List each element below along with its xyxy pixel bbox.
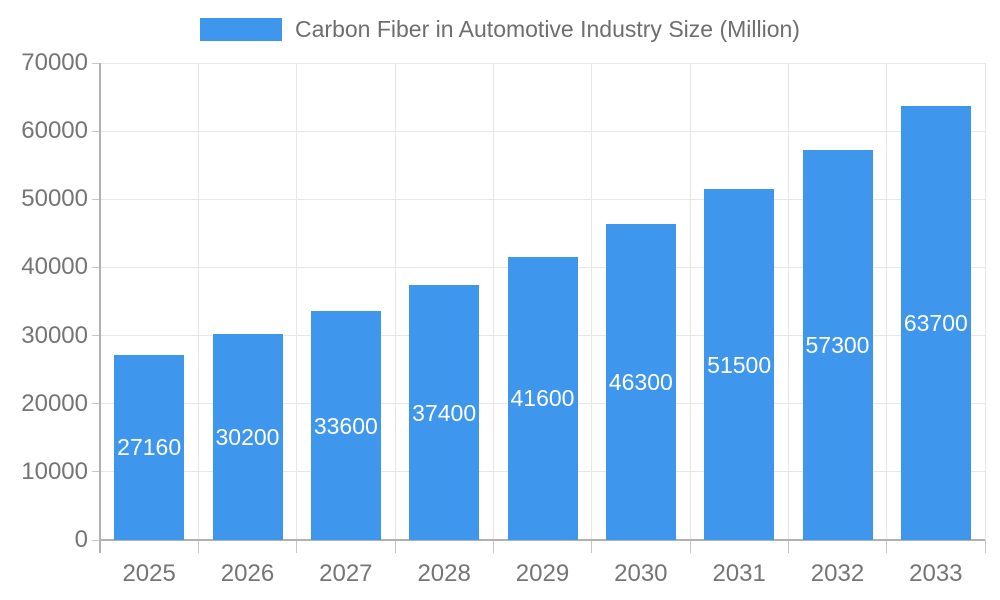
bar-value-label: 51500 — [707, 351, 772, 378]
y-tick — [92, 335, 100, 337]
bar-2030[interactable] — [605, 224, 676, 540]
y-axis-label: 50000 — [21, 185, 88, 213]
y-axis-label: 40000 — [21, 253, 88, 281]
bar-2032[interactable] — [802, 149, 873, 540]
x-tick — [394, 540, 396, 553]
x-tick — [296, 540, 298, 553]
x-tick — [984, 540, 986, 553]
x-tick — [886, 540, 888, 553]
y-axis-line — [99, 63, 101, 553]
bar-value-label: 37400 — [412, 399, 477, 426]
v-gridline — [394, 63, 396, 540]
bar-value-label: 46300 — [608, 369, 673, 396]
y-tick — [92, 130, 100, 132]
v-gridline — [984, 63, 986, 540]
x-axis-label: 2028 — [417, 560, 471, 587]
x-tick — [492, 540, 494, 553]
v-gridline — [886, 63, 888, 540]
y-axis-label: 20000 — [21, 389, 88, 417]
h-gridline — [100, 198, 985, 200]
x-axis-label: 2030 — [614, 560, 668, 587]
v-gridline — [492, 63, 494, 540]
h-gridline — [100, 130, 985, 132]
x-axis-line — [100, 539, 985, 541]
x-axis-label: 2026 — [220, 560, 275, 587]
bar-2028[interactable] — [409, 285, 480, 540]
bar-2029[interactable] — [507, 256, 578, 540]
bar-value-label: 41600 — [510, 385, 575, 412]
x-tick — [689, 540, 691, 553]
x-axis-label: 2025 — [122, 560, 176, 587]
y-tick — [92, 539, 100, 541]
x-tick — [197, 540, 199, 553]
bar-value-label: 63700 — [903, 309, 968, 336]
y-axis-label: 0 — [74, 526, 88, 553]
bar-value-label: 30200 — [215, 424, 280, 451]
bar-2026[interactable] — [212, 334, 283, 540]
v-gridline — [689, 63, 691, 540]
y-axis-label: 10000 — [21, 457, 88, 485]
h-gridline — [100, 62, 985, 64]
bar-value-label: 27160 — [117, 434, 182, 461]
v-gridline — [296, 63, 298, 540]
legend-swatch-icon — [200, 18, 283, 41]
legend[interactable]: Carbon Fiber in Automotive Industry Size… — [0, 16, 1000, 43]
bar-2027[interactable] — [310, 311, 381, 540]
v-gridline — [787, 63, 789, 540]
x-tick — [591, 540, 593, 553]
x-axis-label: 2029 — [515, 560, 570, 587]
bar-2025[interactable] — [114, 354, 185, 540]
y-tick — [92, 471, 100, 473]
bar-value-label: 33600 — [313, 412, 378, 439]
x-tick — [787, 540, 789, 553]
y-tick — [92, 62, 100, 64]
y-axis-label: 60000 — [21, 117, 88, 145]
y-tick — [92, 403, 100, 405]
legend-label: Carbon Fiber in Automotive Industry Size… — [295, 16, 800, 42]
v-gridline — [197, 63, 199, 540]
y-axis-label: 70000 — [21, 49, 88, 76]
x-axis-label: 2033 — [909, 560, 963, 587]
bar-2031[interactable] — [704, 189, 775, 540]
y-tick — [92, 266, 100, 268]
x-axis-label: 2031 — [712, 560, 766, 587]
x-axis-label: 2032 — [810, 560, 865, 587]
y-tick — [92, 198, 100, 200]
bar-2033[interactable] — [900, 105, 971, 540]
y-axis-label: 30000 — [21, 321, 88, 349]
v-gridline — [591, 63, 593, 540]
bar-value-label: 57300 — [805, 331, 870, 358]
x-axis-label: 2027 — [319, 560, 373, 587]
